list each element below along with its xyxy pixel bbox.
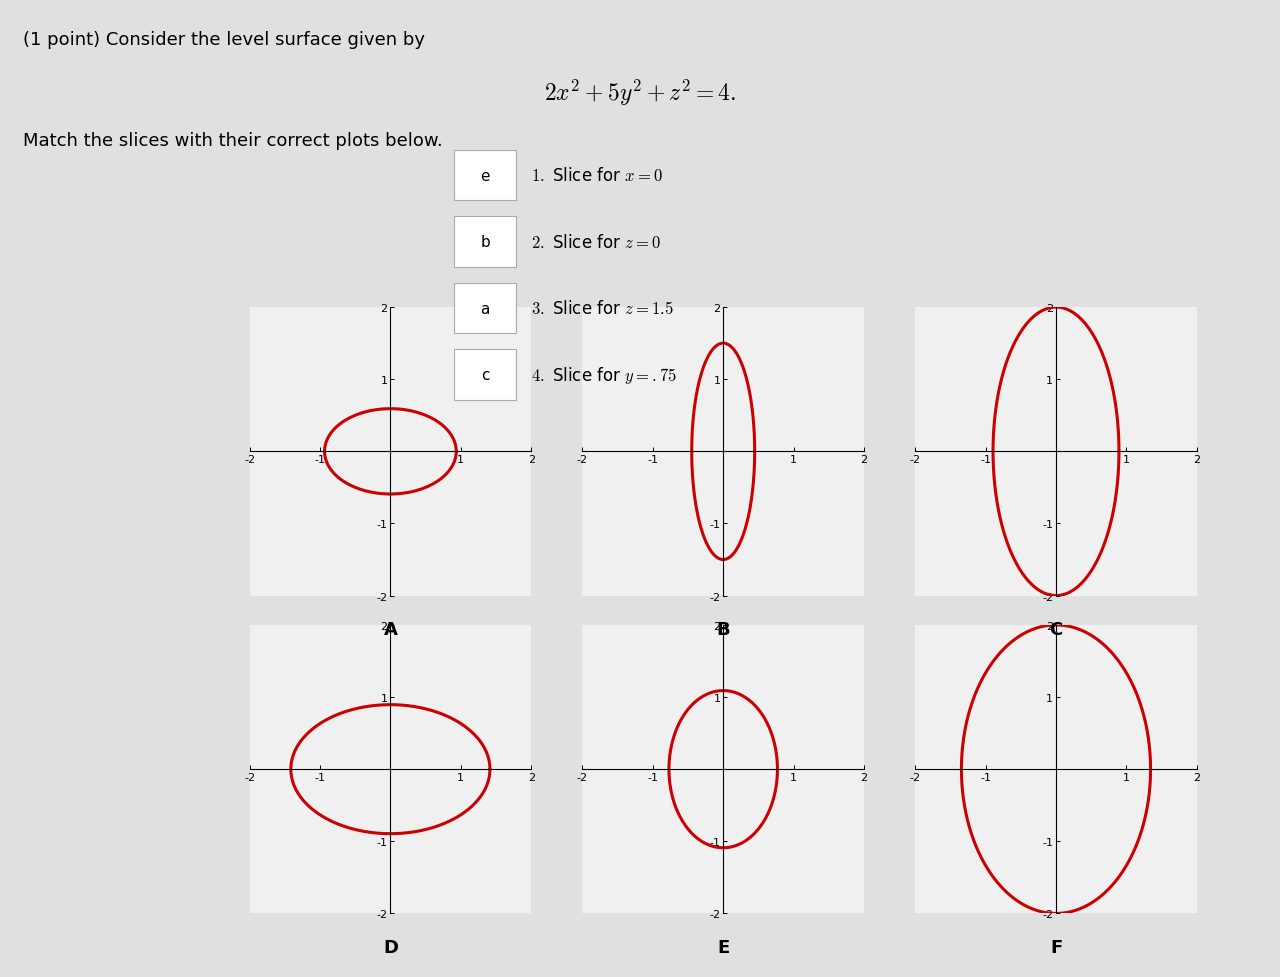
Text: Match the slices with their correct plots below.: Match the slices with their correct plot… [23,132,443,149]
Text: A: A [384,620,397,638]
Text: a: a [480,301,490,317]
Text: B: B [717,620,730,638]
Text: $\mathbf{4.}$ Slice for $y = .75$: $\mathbf{4.}$ Slice for $y = .75$ [531,364,677,386]
Text: D: D [383,938,398,956]
Text: b: b [480,234,490,250]
Text: $\mathbf{2.}$ Slice for $z = 0$: $\mathbf{2.}$ Slice for $z = 0$ [531,234,660,251]
Text: c: c [481,367,489,383]
Text: C: C [1050,620,1062,638]
Text: e: e [480,168,490,184]
Text: $\mathbf{1.}$ Slice for $x = 0$: $\mathbf{1.}$ Slice for $x = 0$ [531,167,663,185]
Text: (1 point) Consider the level surface given by: (1 point) Consider the level surface giv… [23,31,425,49]
Text: $2x^2 + 5y^2 + z^2 = 4.$: $2x^2 + 5y^2 + z^2 = 4.$ [544,78,736,108]
Text: $\mathbf{3.}$ Slice for $z = 1.5$: $\mathbf{3.}$ Slice for $z = 1.5$ [531,300,675,318]
Text: E: E [717,938,730,956]
Text: F: F [1050,938,1062,956]
